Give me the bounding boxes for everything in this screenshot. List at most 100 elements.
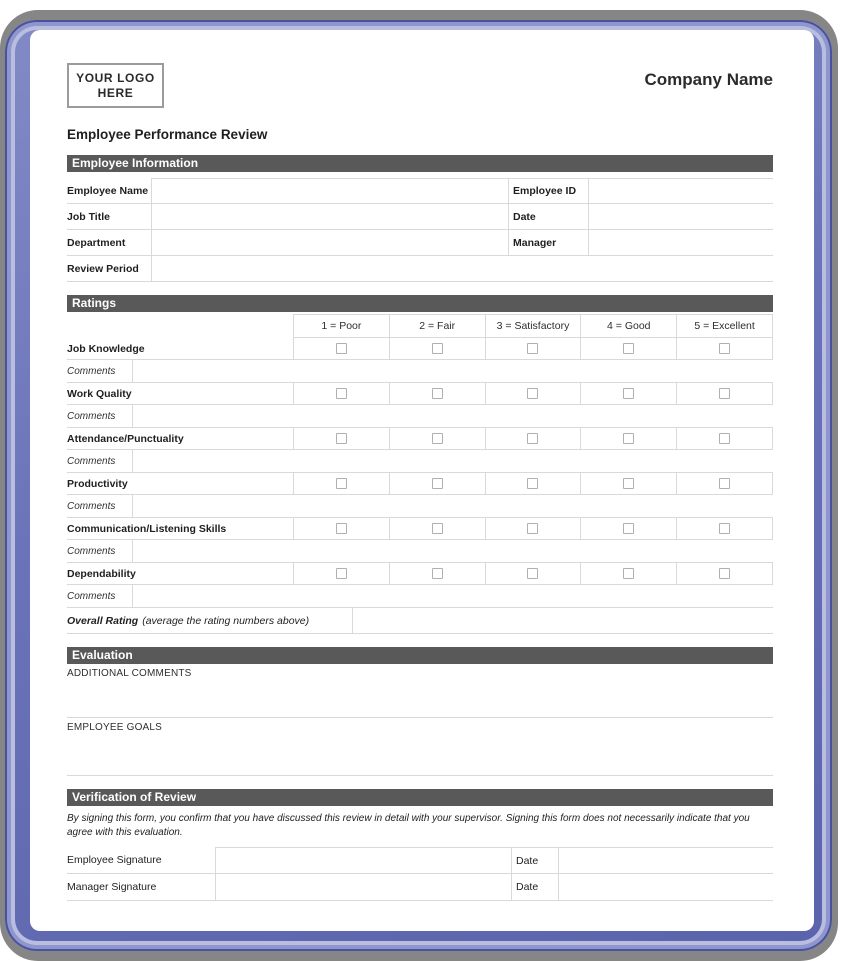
rating-checkbox[interactable] (527, 568, 539, 579)
date-field[interactable] (588, 204, 773, 229)
manager-signature-field[interactable] (215, 874, 511, 900)
review-period-field[interactable] (151, 256, 773, 281)
rating-row-attendance: Attendance/Punctuality (67, 428, 773, 450)
scale-header-satisfactory: 3 = Satisfactory (484, 314, 581, 338)
rating-checkbox[interactable] (623, 433, 635, 444)
comments-field[interactable] (133, 450, 773, 472)
scale-header-fair: 2 = Fair (388, 314, 485, 338)
rating-row-dependability: Dependability (67, 563, 773, 585)
rating-checkbox[interactable] (623, 523, 635, 534)
employee-id-label: Employee ID (508, 178, 588, 203)
info-row-review-period: Review Period (67, 256, 773, 282)
rating-cell (484, 383, 581, 404)
rating-checkbox[interactable] (335, 523, 347, 534)
rating-checkbox[interactable] (527, 523, 539, 534)
manager-field[interactable] (588, 230, 773, 255)
rating-cell (484, 338, 581, 359)
info-row-department-manager: Department Manager (67, 230, 773, 256)
additional-comments-label: ADDITIONAL COMMENTS (67, 668, 192, 679)
rating-row-productivity: Productivity (67, 473, 773, 495)
rating-cell (388, 563, 485, 584)
scale-header-poor: 1 = Poor (293, 314, 389, 338)
rating-cell (293, 473, 389, 494)
rating-cell (484, 518, 581, 539)
comments-field[interactable] (133, 585, 773, 607)
department-field[interactable] (151, 230, 508, 255)
rating-cell (676, 473, 773, 494)
rating-checkbox[interactable] (623, 478, 635, 489)
manager-signature-date-field[interactable] (558, 874, 773, 900)
overall-rating-row: Overall Rating (average the rating numbe… (67, 608, 773, 634)
rating-checkbox[interactable] (623, 568, 635, 579)
logo-placeholder: YOUR LOGO HERE (67, 63, 164, 108)
rating-checkbox[interactable] (431, 388, 443, 399)
rating-checkbox[interactable] (431, 568, 443, 579)
section-bar-evaluation: Evaluation (67, 647, 773, 664)
ratings-scale-header: 1 = Poor 2 = Fair 3 = Satisfactory 4 = G… (67, 314, 773, 338)
manager-signature-label: Manager Signature (67, 881, 157, 893)
rating-checkbox[interactable] (335, 343, 347, 354)
employee-goals-field[interactable] (67, 733, 773, 775)
rating-checkbox[interactable] (431, 433, 443, 444)
rating-checkbox[interactable] (431, 478, 443, 489)
overall-rating-title: Overall Rating (67, 614, 139, 627)
job-title-field[interactable] (151, 204, 508, 229)
rating-checkbox[interactable] (719, 568, 731, 579)
employee-signature-date-field[interactable] (558, 847, 773, 873)
rating-checkbox[interactable] (623, 388, 635, 399)
employee-id-field[interactable] (588, 178, 773, 203)
rating-checkbox[interactable] (719, 478, 731, 489)
comments-row: Comments (67, 585, 773, 608)
comments-field[interactable] (133, 540, 773, 562)
rating-checkbox[interactable] (719, 523, 731, 534)
rating-checkbox[interactable] (623, 343, 635, 354)
comments-field[interactable] (133, 360, 773, 382)
criterion-label: Communication/Listening Skills (67, 522, 227, 535)
rating-checkbox[interactable] (719, 433, 731, 444)
page-header: YOUR LOGO HERE Company Name (67, 63, 773, 108)
employee-goals-block: EMPLOYEE GOALS (67, 718, 773, 776)
comments-field[interactable] (133, 495, 773, 517)
rating-cell (293, 518, 389, 539)
rating-cell (580, 338, 676, 359)
rating-checkbox[interactable] (431, 343, 443, 354)
rating-cell (293, 383, 389, 404)
additional-comments-field[interactable] (67, 679, 773, 717)
criterion-label: Productivity (67, 477, 128, 490)
comments-label: Comments (67, 450, 133, 472)
rating-cell (293, 338, 389, 359)
comments-field[interactable] (133, 405, 773, 427)
comments-label: Comments (67, 360, 133, 382)
manager-label: Manager (508, 230, 588, 255)
rating-checkbox[interactable] (527, 343, 539, 354)
rating-checkbox[interactable] (719, 343, 731, 354)
job-title-label: Job Title (67, 210, 110, 223)
section-bar-ratings: Ratings (67, 295, 773, 312)
rating-checkbox[interactable] (335, 388, 347, 399)
ratings-header-spacer (67, 314, 293, 338)
rating-cell (580, 518, 676, 539)
rating-checkbox[interactable] (335, 568, 347, 579)
overall-rating-field[interactable] (353, 608, 773, 633)
rating-checkbox[interactable] (719, 388, 731, 399)
rating-checkbox[interactable] (431, 523, 443, 534)
department-label: Department (67, 236, 126, 249)
employee-signature-field[interactable] (215, 847, 511, 873)
logo-text-line2: HERE (97, 85, 134, 100)
comments-row: Comments (67, 360, 773, 383)
manager-signature-row: Manager Signature Date (67, 874, 773, 901)
rating-cell (388, 473, 485, 494)
overall-rating-note: (average the rating numbers above) (142, 614, 310, 627)
rating-checkbox[interactable] (527, 433, 539, 444)
rating-checkbox[interactable] (335, 478, 347, 489)
employee-name-field[interactable] (151, 178, 508, 203)
info-row-name-id: Employee Name Employee ID (67, 178, 773, 204)
rating-checkbox[interactable] (335, 433, 347, 444)
employee-signature-row: Employee Signature Date (67, 847, 773, 874)
rating-checkbox[interactable] (527, 478, 539, 489)
logo-text-line1: YOUR LOGO (76, 70, 155, 85)
rating-row-work-quality: Work Quality (67, 383, 773, 405)
info-row-title-date: Job Title Date (67, 204, 773, 230)
rating-checkbox[interactable] (527, 388, 539, 399)
